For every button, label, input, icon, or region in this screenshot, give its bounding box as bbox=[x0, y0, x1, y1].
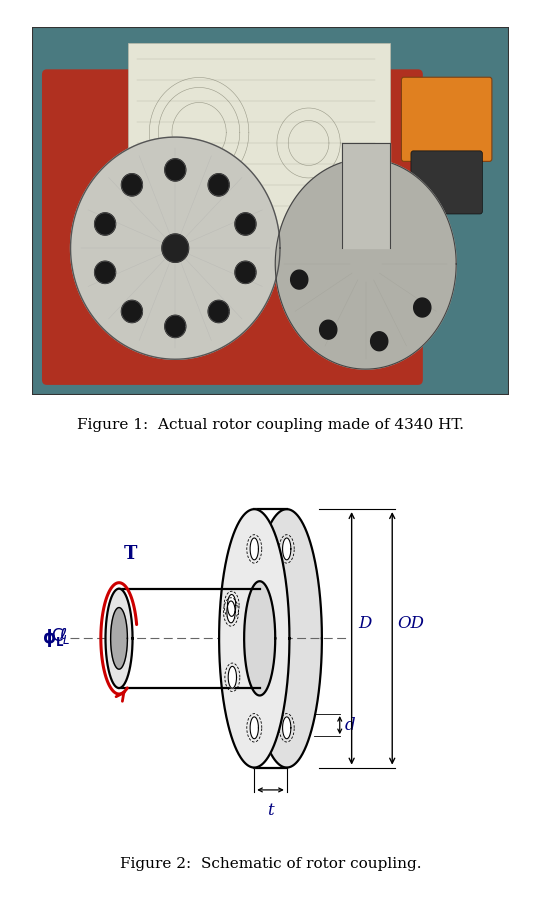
Polygon shape bbox=[105, 589, 133, 688]
Polygon shape bbox=[259, 601, 268, 623]
Polygon shape bbox=[95, 213, 116, 235]
Polygon shape bbox=[121, 174, 142, 196]
Text: d: d bbox=[345, 716, 356, 734]
Polygon shape bbox=[371, 332, 388, 351]
Polygon shape bbox=[282, 538, 291, 560]
Polygon shape bbox=[252, 509, 322, 767]
Polygon shape bbox=[111, 607, 128, 669]
Polygon shape bbox=[261, 666, 269, 688]
Text: OD: OD bbox=[398, 615, 425, 632]
Polygon shape bbox=[275, 159, 456, 369]
FancyBboxPatch shape bbox=[401, 77, 492, 162]
Polygon shape bbox=[282, 717, 291, 739]
Polygon shape bbox=[235, 261, 256, 284]
Polygon shape bbox=[95, 261, 116, 284]
Polygon shape bbox=[208, 300, 229, 323]
Polygon shape bbox=[227, 594, 236, 616]
Polygon shape bbox=[70, 137, 280, 359]
Text: D: D bbox=[358, 615, 372, 632]
Text: $\mathsf{C}_L$: $\mathsf{C}_L$ bbox=[51, 626, 70, 646]
FancyBboxPatch shape bbox=[411, 151, 483, 214]
Polygon shape bbox=[227, 601, 235, 623]
Text: $\boldsymbol{\ell}$: $\boldsymbol{\ell}$ bbox=[60, 626, 68, 643]
Polygon shape bbox=[165, 315, 186, 337]
Polygon shape bbox=[250, 717, 259, 739]
Polygon shape bbox=[320, 320, 337, 339]
Polygon shape bbox=[244, 581, 275, 695]
FancyBboxPatch shape bbox=[128, 43, 390, 248]
Polygon shape bbox=[260, 594, 268, 616]
Polygon shape bbox=[414, 298, 431, 317]
Polygon shape bbox=[208, 174, 229, 196]
Polygon shape bbox=[291, 270, 308, 289]
Text: t: t bbox=[267, 803, 274, 819]
Polygon shape bbox=[228, 666, 236, 688]
Polygon shape bbox=[342, 143, 390, 248]
Text: Figure 1:  Actual rotor coupling made of 4340 HT.: Figure 1: Actual rotor coupling made of … bbox=[77, 418, 464, 432]
Polygon shape bbox=[235, 213, 256, 235]
Text: Figure 2:  Schematic of rotor coupling.: Figure 2: Schematic of rotor coupling. bbox=[120, 856, 421, 871]
Polygon shape bbox=[250, 538, 259, 560]
Polygon shape bbox=[219, 509, 289, 767]
FancyBboxPatch shape bbox=[42, 69, 423, 385]
Text: $\mathbf{\phi_L}$: $\mathbf{\phi_L}$ bbox=[42, 627, 65, 649]
Polygon shape bbox=[162, 234, 189, 263]
Polygon shape bbox=[121, 300, 142, 323]
Polygon shape bbox=[165, 159, 186, 181]
Text: T: T bbox=[124, 544, 137, 563]
